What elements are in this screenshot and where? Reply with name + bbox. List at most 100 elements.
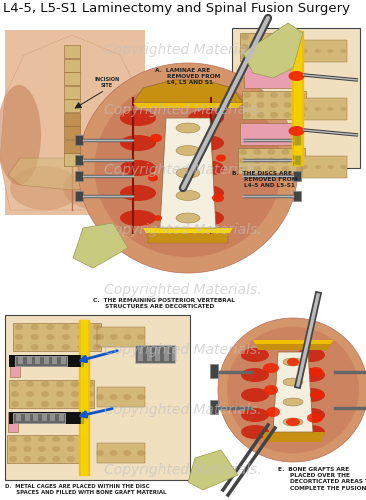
Polygon shape: [188, 450, 238, 490]
Text: Copyrighted Materials.: Copyrighted Materials.: [104, 343, 262, 357]
Polygon shape: [133, 80, 243, 103]
Ellipse shape: [267, 149, 275, 155]
Ellipse shape: [284, 92, 291, 98]
Ellipse shape: [284, 102, 291, 108]
Ellipse shape: [281, 166, 290, 172]
Ellipse shape: [302, 49, 308, 53]
Bar: [97, 327, 145, 347]
Text: INCISION
SITE: INCISION SITE: [94, 77, 120, 88]
Ellipse shape: [280, 34, 288, 40]
Ellipse shape: [26, 381, 34, 387]
Ellipse shape: [23, 436, 31, 442]
Polygon shape: [261, 432, 325, 442]
Ellipse shape: [216, 154, 226, 162]
Bar: [97, 387, 145, 407]
Ellipse shape: [340, 49, 346, 53]
Ellipse shape: [150, 134, 162, 142]
Ellipse shape: [288, 71, 305, 81]
Ellipse shape: [297, 102, 305, 108]
Ellipse shape: [267, 34, 275, 40]
Ellipse shape: [67, 436, 75, 442]
Bar: [52, 357, 57, 364]
Bar: [293, 191, 301, 201]
Ellipse shape: [280, 54, 288, 60]
Bar: [75, 155, 83, 165]
Ellipse shape: [254, 44, 262, 50]
Bar: [64, 153, 80, 166]
Ellipse shape: [254, 34, 262, 40]
Ellipse shape: [38, 456, 46, 462]
Ellipse shape: [253, 166, 261, 172]
Ellipse shape: [283, 358, 303, 366]
Bar: [240, 123, 298, 145]
Ellipse shape: [176, 190, 200, 200]
Ellipse shape: [46, 344, 54, 350]
Bar: [155, 347, 160, 361]
Ellipse shape: [123, 450, 131, 456]
Ellipse shape: [52, 446, 60, 452]
Ellipse shape: [188, 185, 224, 201]
Ellipse shape: [96, 450, 104, 456]
Bar: [64, 86, 80, 98]
Ellipse shape: [241, 44, 249, 50]
Ellipse shape: [241, 54, 249, 60]
Ellipse shape: [15, 324, 23, 330]
Ellipse shape: [120, 185, 156, 201]
Text: L4-5, L5-S1 Laminectomy and Spinal Fusion Surgery: L4-5, L5-S1 Laminectomy and Spinal Fusio…: [3, 2, 350, 15]
Ellipse shape: [11, 401, 19, 407]
Ellipse shape: [297, 425, 325, 439]
Polygon shape: [253, 340, 333, 350]
Ellipse shape: [81, 456, 89, 462]
Bar: [51, 414, 55, 421]
Polygon shape: [143, 228, 233, 233]
Bar: [7, 435, 89, 463]
Ellipse shape: [281, 149, 290, 155]
Ellipse shape: [81, 436, 89, 442]
Ellipse shape: [286, 418, 300, 426]
Ellipse shape: [296, 166, 303, 172]
Ellipse shape: [10, 166, 80, 210]
Ellipse shape: [297, 368, 325, 382]
Ellipse shape: [77, 324, 85, 330]
Bar: [8, 412, 18, 432]
Ellipse shape: [56, 381, 64, 387]
Ellipse shape: [137, 334, 145, 340]
Ellipse shape: [315, 107, 321, 111]
Ellipse shape: [110, 394, 117, 400]
Ellipse shape: [71, 401, 79, 407]
Ellipse shape: [26, 401, 34, 407]
Bar: [75, 171, 83, 181]
Ellipse shape: [296, 158, 303, 164]
Bar: [64, 140, 80, 152]
Ellipse shape: [270, 92, 278, 98]
Polygon shape: [160, 118, 216, 228]
Ellipse shape: [9, 456, 17, 462]
Ellipse shape: [266, 407, 280, 417]
Ellipse shape: [26, 391, 34, 397]
Bar: [135, 345, 175, 363]
Ellipse shape: [302, 107, 308, 111]
Polygon shape: [253, 340, 333, 344]
Ellipse shape: [241, 368, 269, 382]
Bar: [18, 357, 23, 364]
Ellipse shape: [71, 381, 79, 387]
Ellipse shape: [241, 425, 269, 439]
Ellipse shape: [31, 344, 38, 350]
Ellipse shape: [340, 165, 346, 169]
Ellipse shape: [67, 446, 75, 452]
Ellipse shape: [176, 213, 200, 223]
Text: Copyrighted Materials.: Copyrighted Materials.: [104, 283, 262, 297]
Ellipse shape: [38, 436, 46, 442]
Ellipse shape: [188, 160, 224, 176]
Text: C.  THE REMAINING POSTERIOR VERTEBRAL
      STRUCTURES ARE DECORTICATED: C. THE REMAINING POSTERIOR VERTEBRAL STR…: [93, 298, 235, 309]
Ellipse shape: [307, 413, 323, 423]
Polygon shape: [243, 23, 303, 78]
Ellipse shape: [241, 348, 269, 362]
Ellipse shape: [110, 450, 117, 456]
Ellipse shape: [267, 166, 275, 172]
Ellipse shape: [257, 102, 265, 108]
Polygon shape: [133, 103, 243, 108]
Bar: [64, 58, 80, 71]
Ellipse shape: [288, 126, 305, 136]
Ellipse shape: [239, 149, 247, 155]
